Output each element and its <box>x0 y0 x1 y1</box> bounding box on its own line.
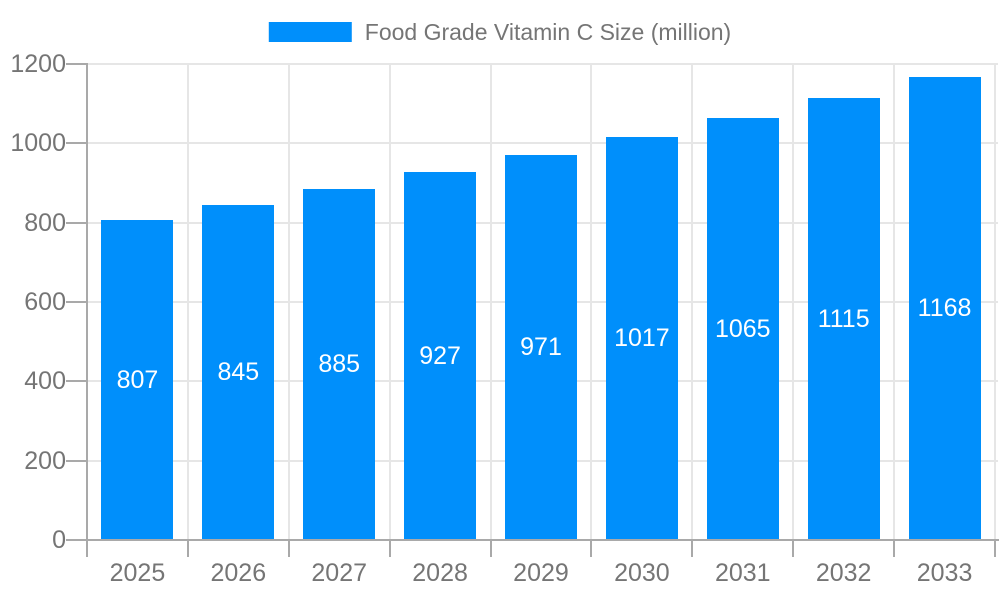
y-axis-label-1000: 1000 <box>10 129 66 158</box>
v-gridline-1 <box>186 64 189 540</box>
bar-value-label-2025: 807 <box>116 365 159 394</box>
y-axis-label-800: 800 <box>24 208 66 237</box>
x-tick-4 <box>489 541 492 557</box>
bar-value-label-2031: 1065 <box>714 314 771 343</box>
x-axis-label-2026: 2026 <box>210 559 267 587</box>
x-axis-label-2033: 2033 <box>916 559 973 587</box>
bar-2029[interactable]: 971 <box>505 154 577 540</box>
y-tick-600 <box>66 301 86 303</box>
y-tick-800 <box>66 221 86 224</box>
bar-2032[interactable]: 1115 <box>807 97 880 540</box>
y-tick-400 <box>66 380 86 383</box>
y-axis-label-400: 400 <box>24 367 66 396</box>
bar-value-label-2028: 927 <box>419 342 461 371</box>
y-axis-label-200: 200 <box>24 446 66 475</box>
x-axis-label-2028: 2028 <box>412 559 468 587</box>
bar-2027[interactable]: 885 <box>303 188 376 540</box>
y-tick-1000 <box>66 142 86 145</box>
y-axis-label-600: 600 <box>24 288 66 316</box>
bar-value-label-2029: 971 <box>520 333 562 362</box>
bar-2031[interactable]: 1065 <box>706 117 779 540</box>
x-tick-1 <box>186 541 189 557</box>
x-axis-label-2031: 2031 <box>714 559 771 587</box>
legend-item[interactable]: Food Grade Vitamin C Size (million) <box>268 18 732 46</box>
v-gridline-5 <box>590 64 593 540</box>
y-tick-200 <box>66 459 86 462</box>
v-gridline-4 <box>489 64 492 540</box>
x-axis-label-2030: 2030 <box>614 559 670 587</box>
bar-value-label-2027: 885 <box>318 350 361 379</box>
y-tick-0 <box>66 539 86 541</box>
bar-2025[interactable]: 807 <box>101 219 174 540</box>
x-tick-8 <box>893 541 896 557</box>
legend-label: Food Grade Vitamin C Size (million) <box>364 19 732 45</box>
v-gridline-9 <box>994 64 996 540</box>
y-tick-1200 <box>66 63 86 65</box>
bar-value-label-2032: 1115 <box>817 304 870 333</box>
x-tick-3 <box>388 541 391 557</box>
x-tick-0 <box>86 541 88 557</box>
h-gridline-1000 <box>87 142 998 145</box>
x-axis-label-2032: 2032 <box>815 559 872 587</box>
bar-value-label-2033: 1168 <box>917 294 972 323</box>
y-axis-label-1200: 1200 <box>10 50 66 78</box>
h-gridline-1200 <box>87 63 998 65</box>
bar-value-label-2026: 845 <box>217 358 260 387</box>
x-axis-label-2029: 2029 <box>513 559 569 587</box>
plot-area: 807 845 885 927 971 1017 1065 1115 1168 <box>66 63 999 557</box>
x-tick-9 <box>994 541 996 557</box>
v-gridline-6 <box>691 64 694 540</box>
x-axis-label-2025: 2025 <box>109 559 166 587</box>
v-gridline-7 <box>792 64 795 540</box>
x-tick-5 <box>590 541 593 557</box>
v-gridline-8 <box>893 64 896 540</box>
bar-2028[interactable]: 927 <box>404 172 477 540</box>
bar-value-label-2030: 1017 <box>614 324 670 353</box>
bar-2026[interactable]: 845 <box>202 204 275 540</box>
bar-2030[interactable]: 1017 <box>605 136 678 540</box>
x-tick-7 <box>792 541 795 557</box>
bar-2033[interactable]: 1168 <box>908 76 981 540</box>
x-tick-6 <box>691 541 694 557</box>
x-axis-label-2027: 2027 <box>311 559 368 587</box>
v-gridline-3 <box>388 64 391 540</box>
y-axis-label-0: 0 <box>52 526 66 554</box>
v-gridline-2 <box>287 64 290 540</box>
x-axis-line <box>85 539 999 541</box>
y-axis-line <box>86 63 88 540</box>
legend-swatch <box>268 22 352 42</box>
x-tick-2 <box>287 541 290 557</box>
